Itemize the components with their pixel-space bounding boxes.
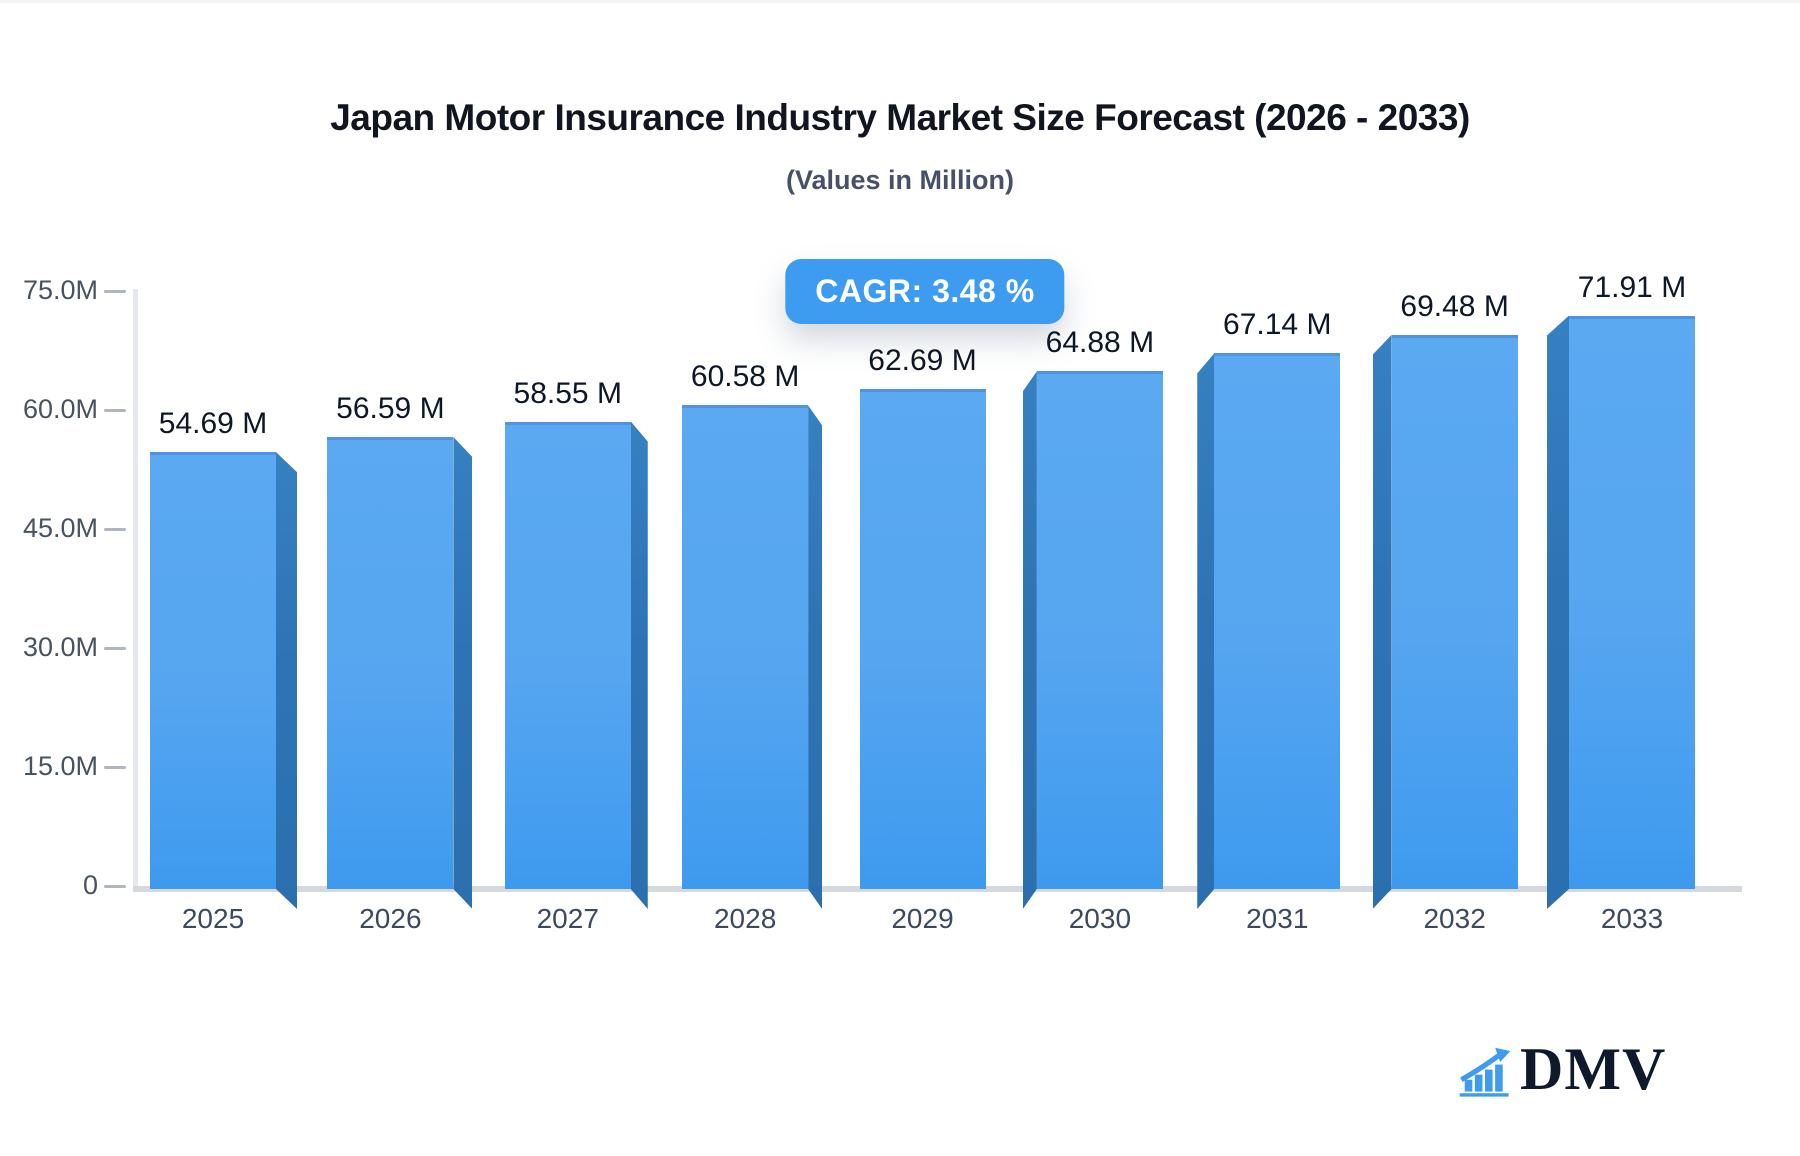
y-axis-tick-label: 45.0M <box>22 513 98 543</box>
bar-2027[interactable] <box>504 421 631 889</box>
bar-2031[interactable] <box>1214 353 1341 889</box>
y-axis-tick-label: 30.0M <box>22 632 98 662</box>
y-axis-tick-mark <box>104 409 126 412</box>
bar-2027-side-face <box>631 422 648 909</box>
bar-2032-side-face <box>1373 335 1392 909</box>
y-axis-tick-mark <box>104 290 126 293</box>
chart-title: Japan Motor Insurance Industry Market Si… <box>330 97 1470 138</box>
bar-chart-growth-icon <box>1459 1047 1511 1097</box>
bar-value-label: 69.48 M <box>1400 289 1509 323</box>
y-axis-tick-mark <box>104 528 126 531</box>
y-axis-tick-mark <box>104 766 126 769</box>
bar-2030-side-face <box>1023 371 1037 909</box>
bar-2025-side-face <box>276 452 297 909</box>
bar-2028-side-face <box>808 405 822 909</box>
plot-area: 0 15.0M 30.0M 45.0M 60.0M 75.0M 54.69 M 2025 56.… <box>0 3 1800 1156</box>
x-axis-label-2028: 2028 <box>713 903 777 934</box>
y-axis-tick-label: 0 <box>82 870 98 900</box>
bar-2033-side-face <box>1547 316 1569 909</box>
chart-subtitle: (Values in Million) <box>785 165 1015 195</box>
bar-2025[interactable] <box>150 452 276 889</box>
y-axis-tick-label: 60.0M <box>22 394 98 424</box>
x-axis-label-2027: 2027 <box>536 903 599 934</box>
bar-2030[interactable] <box>1036 371 1163 889</box>
x-axis-label-2030: 2030 <box>1068 903 1132 934</box>
cagr-badge: CAGR: 3.48 % <box>785 259 1065 324</box>
bar-2029[interactable] <box>859 388 986 889</box>
y-axis-tick-label: 75.0M <box>22 275 98 305</box>
logo-text: DMV <box>1520 1036 1667 1102</box>
x-axis-label-2025: 2025 <box>181 903 245 934</box>
bar-2026-side-face <box>453 437 472 909</box>
y-axis-line <box>133 289 138 889</box>
x-axis-label-2031: 2031 <box>1246 903 1309 934</box>
x-axis-label-2032: 2032 <box>1423 903 1486 934</box>
bar-value-label: 60.58 M <box>690 360 800 394</box>
bar-value-label: 71.91 M <box>1577 270 1687 304</box>
x-axis-label-2033: 2033 <box>1600 903 1664 934</box>
bar-2031-side-face <box>1197 353 1214 909</box>
bar-2032[interactable] <box>1391 334 1518 889</box>
bar-value-label: 64.88 M <box>1045 326 1155 360</box>
y-axis-tick-mark <box>104 885 126 888</box>
y-axis-tick-mark <box>104 647 126 650</box>
x-axis-label-2029: 2029 <box>891 903 954 934</box>
bar-2028[interactable] <box>682 405 809 889</box>
x-axis-label-2026: 2026 <box>359 903 422 934</box>
y-axis-tick-label: 15.0M <box>22 751 98 781</box>
x-axis-baseline <box>133 886 1742 892</box>
bar-value-label: 62.69 M <box>868 343 977 377</box>
dmv-logo: DMV <box>1458 1039 1666 1099</box>
bar-value-label: 67.14 M <box>1223 308 1332 342</box>
bar-value-label: 56.59 M <box>336 392 445 426</box>
bar-2026[interactable] <box>327 437 454 889</box>
bar-value-label: 58.55 M <box>513 376 622 410</box>
bar-value-label: 54.69 M <box>158 407 268 441</box>
bar-2033[interactable] <box>1569 315 1695 889</box>
